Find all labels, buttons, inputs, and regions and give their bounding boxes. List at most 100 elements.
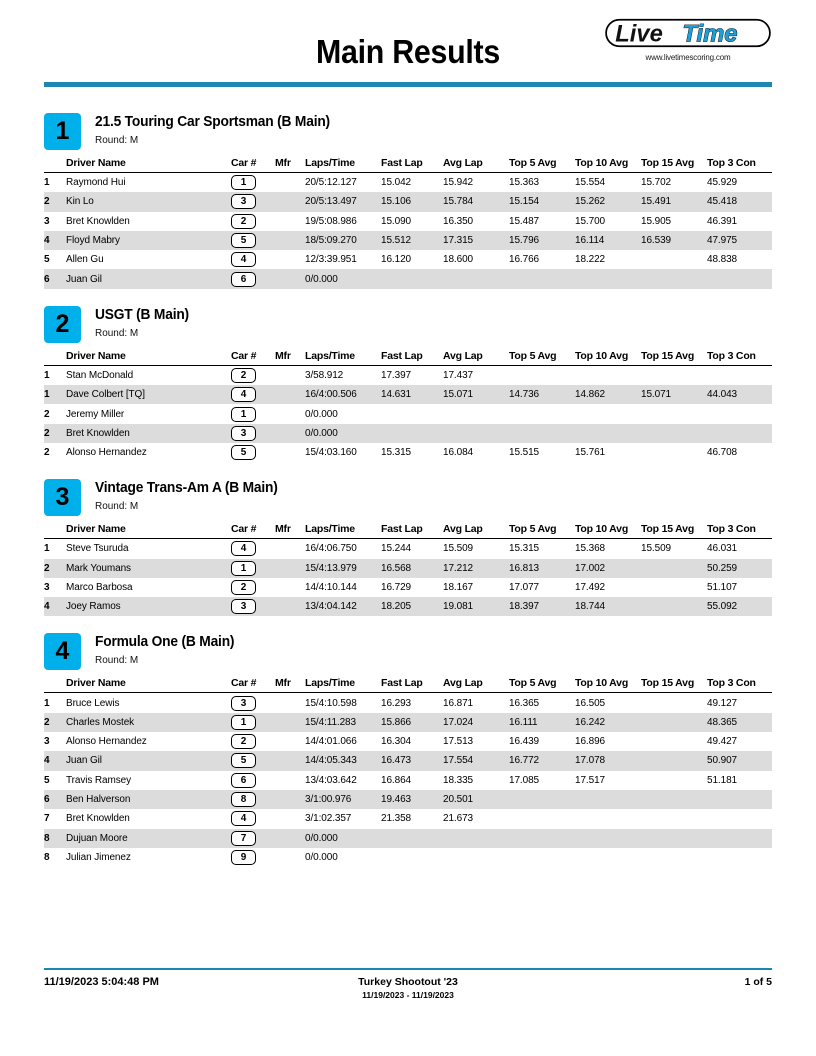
cell-t15: [641, 597, 707, 617]
cell-t5: 17.085: [509, 774, 539, 786]
cell-laps: 20/5:13.497: [305, 192, 381, 212]
col-header-laps-time: Laps/Time: [305, 349, 381, 366]
cell-t3: 45.929: [707, 177, 737, 189]
cell-t3: [707, 269, 772, 289]
col-header-driver-name: Driver Name: [66, 677, 231, 694]
cell-avg: 17.024: [443, 712, 509, 733]
table-header-row: Driver Name Car # Mfr Laps/Time Fast Lap Avg …: [44, 157, 772, 173]
cell-mfr: [275, 250, 305, 269]
cell-name: Julian Jimenez: [66, 851, 131, 863]
table-row: 2 Jeremy Miller 1 0/0.000: [44, 404, 772, 423]
cell-t10: 17.517: [575, 774, 605, 786]
cell-t3: 50.259: [707, 558, 772, 578]
col-header-top-3-con: Top 3 Con: [707, 677, 772, 694]
cell-position: 4: [44, 230, 66, 251]
cell-avg: 17.554: [443, 751, 509, 771]
cell-t3: 51.107: [707, 582, 737, 593]
table-row: 3 Bret Knowlden 2 19/5:08.986 15.090 16.350 15…: [44, 212, 772, 231]
cell-t3: [707, 404, 772, 423]
cell-mfr: [275, 809, 305, 828]
col-header-top-10-avg: Top 10 Avg: [575, 157, 641, 173]
cell-name: Steve Tsuruda: [66, 543, 129, 555]
cell-avg: 17.513: [443, 736, 473, 748]
cell-avg: 20.501: [443, 789, 509, 810]
cell-mfr: [275, 771, 305, 790]
cell-t10: 18.222: [575, 254, 605, 266]
table-row: 3 Marco Barbosa 2 14/4:10.144 16.729 18.167 17…: [44, 578, 772, 597]
cell-t15: 15.702: [641, 177, 671, 189]
cell-t10: 15.700: [575, 215, 605, 227]
col-header-car: Car #: [231, 677, 275, 694]
cell-laps: 15/4:13.979: [305, 558, 381, 578]
svg-text:Live: Live: [615, 20, 663, 47]
col-header-top-3-con: Top 3 Con: [707, 349, 772, 366]
col-header-avg-lap: Avg Lap: [443, 677, 509, 694]
cell-t15: [641, 423, 707, 443]
cell-t5: 15.363: [509, 177, 539, 189]
cell-avg: [443, 423, 509, 443]
cell-position: 8: [44, 828, 66, 848]
cell-t3: [707, 848, 772, 867]
cell-t10: [575, 848, 641, 867]
cell-laps: 14/4:01.066: [305, 736, 357, 748]
cell-mfr: [275, 693, 305, 713]
col-header-mfr: Mfr: [275, 677, 305, 694]
table-row: 1 Raymond Hui 1 20/5:12.127 15.042 15.942 15.3…: [44, 173, 772, 193]
car-number-badge: 4: [231, 252, 256, 268]
cell-t15: [641, 828, 707, 848]
cell-fast: 15.512: [381, 230, 443, 251]
col-header-top-3-con: Top 3 Con: [707, 523, 772, 540]
section-round-label: Round: M: [95, 500, 139, 513]
col-header-top-5-avg: Top 5 Avg: [509, 157, 575, 173]
car-number-badge: 6: [231, 772, 256, 788]
cell-laps: 3/58.912: [305, 369, 344, 381]
cell-car: 1: [231, 558, 275, 578]
cell-t5: [509, 269, 575, 289]
cell-avg: 19.081: [443, 597, 509, 617]
cell-laps: 19/5:08.986: [305, 215, 357, 227]
col-header-laps-time: Laps/Time: [305, 677, 381, 694]
cell-t3: 49.427: [707, 736, 737, 748]
cell-t5: 15.154: [509, 192, 575, 212]
table-row: 1 Dave Colbert [TQ] 4 16/4:00.506 14.631 15.0…: [44, 385, 772, 405]
car-number-badge: 8: [231, 792, 256, 808]
cell-car: 4: [231, 809, 275, 828]
section-title-block: USGT (B Main) Round: M: [95, 306, 194, 341]
cell-position: 2: [44, 447, 50, 459]
cell-avg: [443, 404, 509, 423]
cell-t15: [641, 578, 707, 597]
cell-t3: 46.031: [707, 543, 737, 555]
cell-fast: [381, 848, 443, 867]
page-header: Main Results Live Time www.livetimescori…: [44, 0, 772, 96]
cell-avg: 15.942: [443, 177, 473, 189]
section-number-badge: 4: [44, 633, 81, 671]
cell-fast: [381, 828, 443, 848]
cell-fast: 14.631: [381, 385, 443, 405]
col-header-top-15-avg: Top 15 Avg: [641, 523, 707, 540]
cell-t3: 46.708: [707, 447, 737, 459]
cell-laps: 3/1:02.357: [305, 813, 352, 825]
cell-t3: 49.127: [707, 697, 737, 709]
car-number-badge: 7: [231, 830, 256, 846]
cell-mfr: [275, 539, 305, 559]
cell-fast: 19.463: [381, 789, 443, 810]
col-header-top-15-avg: Top 15 Avg: [641, 349, 707, 366]
col-header-fast-lap: Fast Lap: [381, 157, 443, 173]
cell-fast: [381, 269, 443, 289]
car-number-badge: 5: [231, 233, 256, 249]
section-class-title: Formula One (B Main): [95, 634, 235, 651]
cell-car: 7: [231, 828, 275, 848]
cell-position: 6: [44, 269, 66, 289]
cell-t15: [641, 809, 707, 828]
cell-t15: 15.509: [641, 543, 671, 555]
section-header: 2 USGT (B Main) Round: M: [44, 305, 772, 346]
cell-t5: 15.315: [509, 543, 539, 555]
col-header-driver-name: Driver Name: [66, 349, 231, 366]
col-header-position: [44, 349, 66, 366]
table-row: 2 Kin Lo 3 20/5:13.497 15.106 15.784 15.154 15.…: [44, 192, 772, 212]
svg-text:Time: Time: [682, 20, 737, 47]
cell-position: 2: [44, 712, 66, 733]
cell-avg: 15.784: [443, 192, 509, 212]
col-header-car: Car #: [231, 523, 275, 540]
cell-t15: 15.071: [641, 385, 707, 405]
